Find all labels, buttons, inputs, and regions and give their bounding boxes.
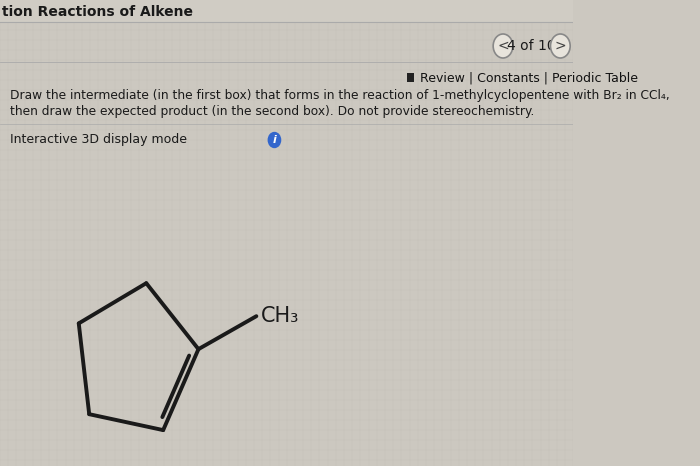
Text: Draw the intermediate (in the first box) that forms in the reaction of 1-methylc: Draw the intermediate (in the first box)…	[10, 89, 670, 103]
Text: <: <	[497, 39, 509, 53]
Text: then draw the expected product (in the second box). Do not provide stereochemist: then draw the expected product (in the s…	[10, 105, 534, 118]
FancyBboxPatch shape	[0, 0, 573, 22]
Text: tion Reactions of Alkene: tion Reactions of Alkene	[3, 5, 193, 19]
Text: >: >	[554, 39, 566, 53]
Text: CH₃: CH₃	[260, 306, 299, 326]
Text: Review | Constants | Periodic Table: Review | Constants | Periodic Table	[416, 71, 638, 84]
Circle shape	[550, 34, 570, 58]
FancyBboxPatch shape	[407, 73, 414, 82]
Circle shape	[494, 34, 513, 58]
Text: Interactive 3D display mode: Interactive 3D display mode	[10, 133, 187, 146]
Text: 4 of 10: 4 of 10	[507, 39, 555, 53]
Text: i: i	[272, 135, 276, 145]
Circle shape	[268, 132, 281, 148]
